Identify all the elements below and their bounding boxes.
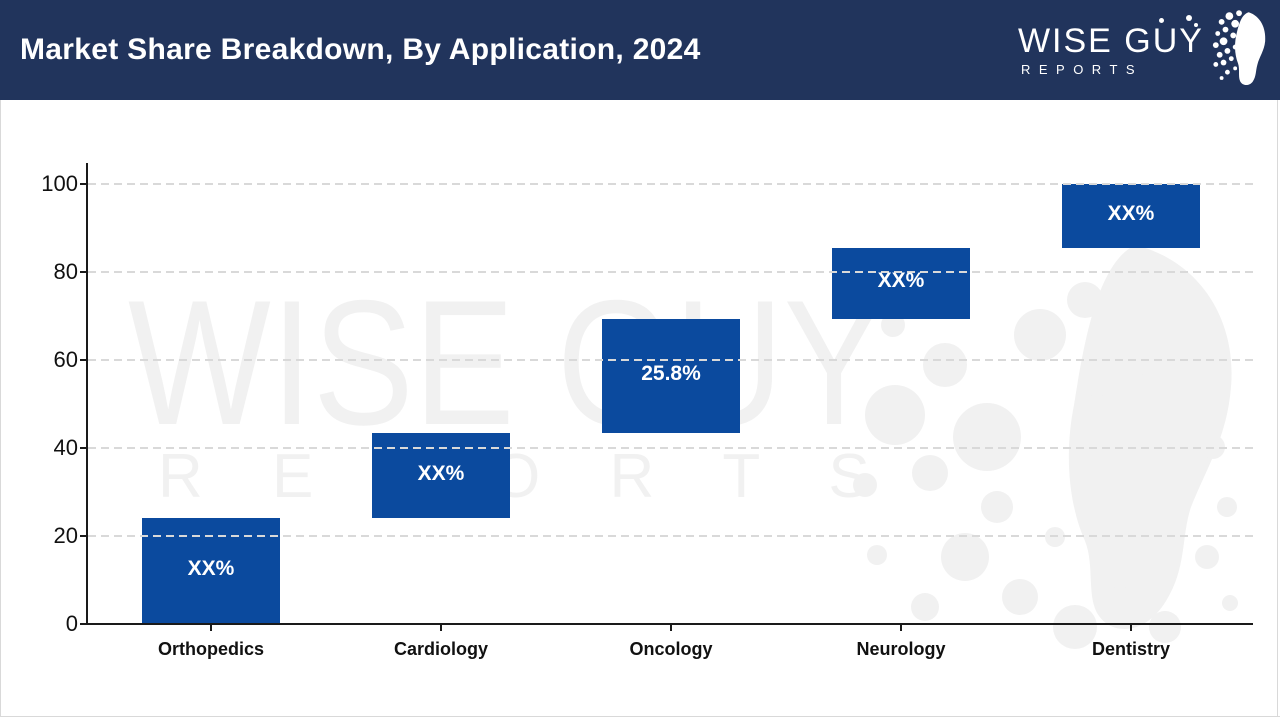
- y-axis-label-40: 40: [53, 435, 78, 460]
- logo-subtitle: REPORTS: [1020, 62, 1144, 77]
- y-axis-label-20: 20: [53, 523, 78, 548]
- bar-neurology: [832, 247, 970, 320]
- watermark-reports: R E P O R T S: [158, 442, 896, 511]
- y-tick-20: [80, 535, 88, 537]
- x-tick-orthopedics: [210, 625, 212, 631]
- x-axis-label-oncology: Oncology: [629, 639, 713, 659]
- header-bar: Market Share Breakdown, By Application, …: [0, 0, 1280, 100]
- x-axis-label-neurology: Neurology: [856, 639, 946, 659]
- y-axis-label-80: 80: [53, 259, 78, 284]
- page-border-left: [0, 100, 1, 717]
- logo-accent-dot: [1185, 15, 1192, 21]
- bar-value-label-dentistry: XX%: [1107, 201, 1155, 225]
- bar-value-label-neurology: XX%: [877, 269, 925, 293]
- y-axis-line: [86, 163, 88, 625]
- y-tick-60: [80, 359, 88, 361]
- x-axis-label-orthopedics: Orthopedics: [157, 639, 264, 659]
- page-border-bottom: [0, 716, 1280, 717]
- gridline-20: [88, 535, 1253, 537]
- watermark-wordmark: WISE GUY: [128, 263, 885, 462]
- gridline-40: [88, 447, 1253, 449]
- brand-logo: WISE GUY REPORTS: [1018, 8, 1270, 94]
- y-tick-100: [80, 183, 88, 185]
- bar-cardiology: [372, 432, 510, 519]
- y-tick-0: [80, 623, 88, 625]
- x-axis-line: [86, 623, 1253, 625]
- y-tick-40: [80, 447, 88, 449]
- y-axis-label-60: 60: [53, 347, 78, 372]
- bar-value-label-oncology: 25.8%: [641, 361, 701, 385]
- logo-text: WISE GUY REPORTS: [1017, 15, 1204, 77]
- gridline-100: [88, 183, 1253, 185]
- y-axis-label-0: 0: [65, 611, 78, 636]
- gridline-60: [88, 359, 1253, 361]
- y-axis-label-100: 100: [41, 171, 78, 196]
- logo-accent-dot: [1193, 23, 1198, 27]
- bar-value-label-cardiology: XX%: [417, 461, 465, 485]
- logo-wordmark: WISE GUY: [1017, 22, 1204, 60]
- logo-accent-dot: [1158, 18, 1164, 23]
- gridline-80: [88, 271, 1253, 273]
- chart-title: Market Share Breakdown, By Application, …: [20, 33, 701, 66]
- bar-oncology: [602, 319, 740, 433]
- page-border-right: [1277, 100, 1278, 717]
- x-tick-cardiology: [440, 625, 442, 631]
- logo-head-icon: [1212, 10, 1266, 86]
- y-tick-80: [80, 271, 88, 273]
- bar-dentistry: [1062, 184, 1200, 248]
- x-tick-neurology: [900, 625, 902, 631]
- watermark-head-icon: [853, 245, 1238, 649]
- bar-value-label-orthopedics: XX%: [187, 557, 235, 581]
- x-axis-label-cardiology: Cardiology: [393, 639, 488, 659]
- x-axis-label-dentistry: Dentistry: [1091, 639, 1171, 659]
- x-tick-oncology: [670, 625, 672, 631]
- x-tick-dentistry: [1130, 625, 1132, 631]
